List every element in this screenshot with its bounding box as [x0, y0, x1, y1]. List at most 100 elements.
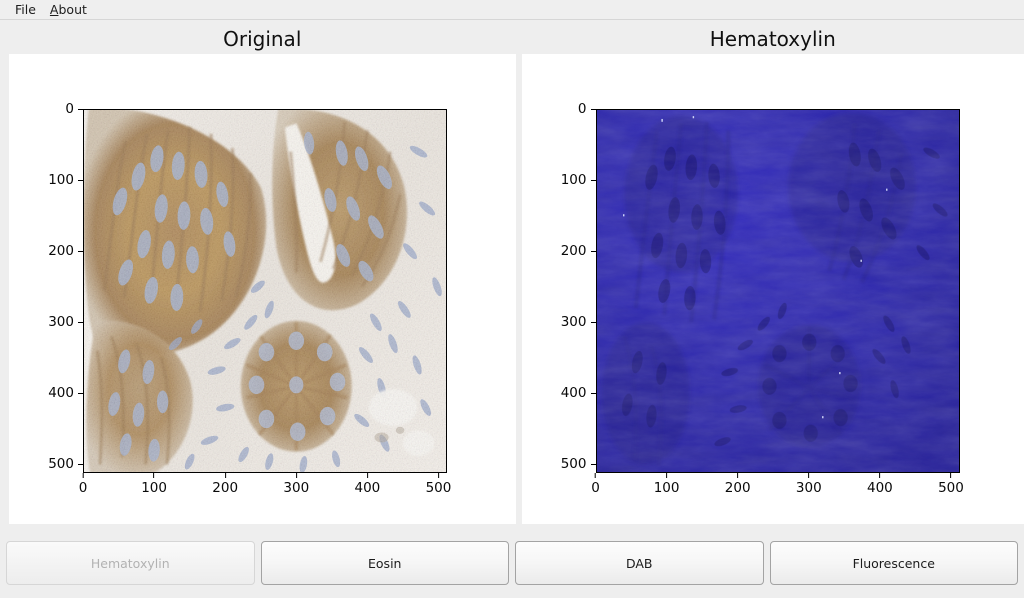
panel-hematoxylin-canvas[interactable]: 0 100 200 300 400 500 0 100 200 300 400 500: [521, 54, 1024, 524]
x-tick-original-400: 400: [354, 473, 380, 496]
y-tick-mark: [78, 463, 83, 465]
y-tick-label: 400: [560, 385, 587, 402]
x-tick-mark: [437, 473, 439, 478]
y-tick-hematoxylin-400: 400: [561, 385, 596, 401]
x-tick-mark: [950, 473, 952, 478]
y-tick-mark: [78, 179, 83, 181]
x-tick-original-200: 200: [212, 473, 238, 496]
y-tick-mark: [590, 250, 596, 252]
y-tick-mark: [78, 108, 83, 110]
button-dab[interactable]: DAB: [515, 541, 764, 585]
x-tick-original-0: 0: [78, 473, 88, 496]
hematoxylin-channel-image: [596, 110, 959, 472]
y-tick-label: 300: [560, 314, 587, 331]
y-tick-hematoxylin-100: 100: [561, 172, 596, 188]
y-tick-label: 500: [48, 456, 74, 473]
x-tick-mark: [808, 473, 810, 478]
y-tick-original-300: 300: [48, 314, 83, 330]
y-tick-original-100: 100: [48, 172, 83, 188]
y-tick-label: 300: [48, 314, 74, 331]
x-tick-hematoxylin-100: 100: [653, 473, 680, 496]
y-tick-hematoxylin-500: 500: [561, 456, 596, 472]
plot-hematoxylin-image: [595, 109, 960, 473]
y-tick-original-500: 500: [48, 456, 83, 472]
panel-original: Original: [9, 20, 516, 536]
y-tick-mark: [78, 321, 83, 323]
y-tick-mark: [590, 108, 596, 110]
y-tick-original-0: 0: [65, 101, 83, 117]
x-tick-mark: [595, 473, 596, 478]
y-tick-label: 100: [560, 172, 587, 189]
y-tick-label: 500: [560, 456, 587, 473]
button-eosin-label: Eosin: [368, 555, 402, 571]
plot-hematoxylin[interactable]: 0 100 200 300 400 500 0 100 200 300 400 500: [561, 101, 964, 496]
x-tick-mark: [153, 473, 155, 478]
x-tick-mark: [295, 473, 297, 478]
x-tick-hematoxylin-400: 400: [867, 473, 893, 496]
x-tick-mark: [879, 473, 881, 478]
button-hematoxylin[interactable]: Hematoxylin: [6, 541, 255, 585]
panel-original-title: Original: [9, 20, 516, 54]
button-eosin[interactable]: Eosin: [260, 541, 509, 585]
x-tick-original-300: 300: [283, 473, 309, 496]
y-tick-mark: [78, 392, 83, 394]
x-tick-label: 200: [724, 480, 751, 496]
y-tick-hematoxylin-300: 300: [561, 314, 596, 330]
y-tick-label: 200: [48, 243, 74, 260]
x-tick-label: 400: [866, 480, 893, 496]
menu-item-about-mnemonic: A: [49, 1, 59, 17]
x-tick-label: 300: [283, 480, 310, 496]
menu-item-file-label: File: [15, 1, 36, 17]
x-tick-mark: [737, 473, 739, 478]
x-tick-label: 0: [78, 480, 88, 496]
y-tick-mark: [590, 463, 596, 465]
y-tick-hematoxylin-200: 200: [561, 243, 596, 259]
y-tick-mark: [590, 179, 596, 181]
panel-hematoxylin-title: Hematoxylin: [521, 20, 1024, 54]
x-tick-label: 100: [653, 480, 680, 496]
x-tick-label: 300: [795, 480, 822, 496]
x-tick-hematoxylin-200: 200: [725, 473, 751, 496]
y-tick-mark: [590, 321, 596, 323]
plot-original-image: [83, 109, 447, 473]
x-tick-hematoxylin-0: 0: [591, 473, 600, 496]
button-fluorescence[interactable]: Fluorescence: [769, 541, 1018, 585]
button-hematoxylin-label: Hematoxylin: [90, 555, 170, 571]
button-fluorescence-label: Fluorescence: [852, 555, 935, 571]
panel-container: Original: [0, 20, 1024, 536]
x-tick-hematoxylin-300: 300: [796, 473, 822, 496]
y-tick-original-200: 200: [48, 243, 83, 259]
ihc-tissue-image: [84, 110, 446, 472]
menu-bar: File About: [0, 0, 1024, 20]
button-dab-label: DAB: [625, 555, 653, 571]
stain-button-bar: Hematoxylin Eosin DAB Fluorescence: [0, 536, 1024, 598]
x-tick-label: 500: [425, 480, 452, 496]
y-tick-label: 0: [65, 101, 74, 117]
y-tick-hematoxylin-0: 0: [578, 101, 596, 117]
y-tick-label: 400: [48, 385, 74, 402]
x-tick-label: 400: [354, 480, 381, 496]
y-tick-label: 0: [577, 101, 587, 117]
y-tick-label: 200: [560, 243, 587, 260]
y-tick-original-400: 400: [48, 385, 83, 401]
menu-item-about-label: bout: [58, 1, 87, 17]
x-tick-hematoxylin-500: 500: [938, 473, 964, 496]
panel-original-canvas[interactable]: 0 100 200 300 400 500 0 100 200 300 400 500: [9, 54, 516, 524]
x-tick-original-500: 500: [425, 473, 452, 496]
x-tick-label: 100: [141, 480, 167, 496]
y-tick-label: 100: [48, 172, 74, 189]
x-tick-mark: [82, 473, 84, 478]
x-tick-label: 0: [591, 480, 600, 496]
panel-hematoxylin: Hematoxylin: [521, 20, 1024, 536]
menu-item-about[interactable]: About: [43, 1, 94, 19]
x-tick-mark: [366, 473, 368, 478]
y-tick-mark: [590, 392, 596, 394]
y-tick-mark: [78, 250, 83, 252]
menu-item-file[interactable]: File: [8, 1, 43, 19]
plot-original[interactable]: 0 100 200 300 400 500 0 100 200 300 400 500: [48, 101, 451, 496]
x-tick-label: 200: [212, 480, 239, 496]
x-tick-mark: [666, 473, 668, 478]
x-tick-label: 500: [938, 480, 964, 496]
x-tick-original-100: 100: [141, 473, 167, 496]
